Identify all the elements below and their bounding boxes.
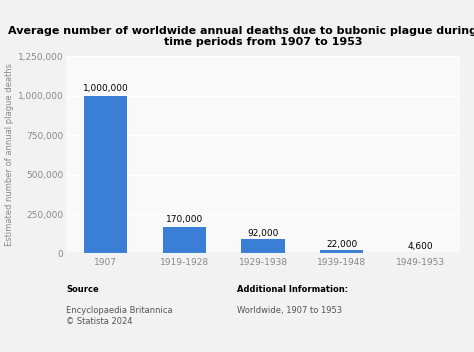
Text: Source: Source — [66, 285, 99, 294]
Text: Encyclopaedia Britannica
© Statista 2024: Encyclopaedia Britannica © Statista 2024 — [66, 306, 173, 326]
Text: Worldwide, 1907 to 1953: Worldwide, 1907 to 1953 — [237, 306, 342, 315]
Text: 22,000: 22,000 — [326, 240, 357, 249]
Text: 170,000: 170,000 — [166, 215, 203, 224]
Bar — [241, 239, 285, 253]
Bar — [84, 96, 128, 253]
Bar — [163, 227, 206, 253]
Y-axis label: Estimated number of annual plague deaths: Estimated number of annual plague deaths — [5, 63, 14, 246]
Text: 1,000,000: 1,000,000 — [83, 84, 129, 93]
Bar — [320, 250, 363, 253]
Text: 4,600: 4,600 — [408, 243, 433, 251]
Text: Additional Information:: Additional Information: — [237, 285, 348, 294]
Text: 92,000: 92,000 — [247, 229, 279, 238]
Title: Average number of worldwide annual deaths due to bubonic plague during select
ti: Average number of worldwide annual death… — [8, 26, 474, 47]
